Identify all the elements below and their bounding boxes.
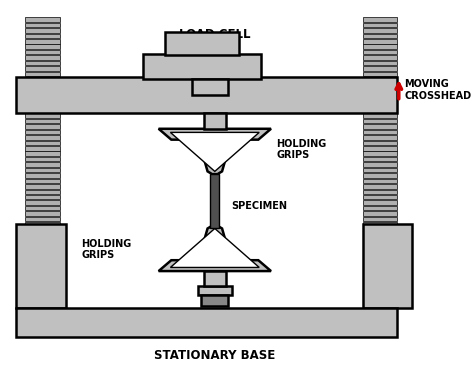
Text: HOLDING
GRIPS: HOLDING GRIPS — [276, 139, 327, 160]
Text: SPECIMEN: SPECIMEN — [231, 201, 287, 211]
Bar — [26, 146, 60, 150]
Bar — [26, 72, 60, 76]
Bar — [363, 28, 397, 33]
Polygon shape — [159, 226, 271, 271]
Text: LOAD CELL: LOAD CELL — [179, 28, 251, 41]
Bar — [363, 195, 397, 199]
Bar — [363, 44, 397, 49]
Bar — [26, 55, 60, 60]
Bar — [16, 308, 397, 337]
Bar — [26, 66, 60, 71]
Text: HOLDING
GRIPS: HOLDING GRIPS — [82, 238, 132, 260]
Bar — [26, 222, 60, 227]
Bar — [363, 168, 397, 172]
Bar — [204, 113, 226, 129]
Bar — [363, 23, 397, 27]
Bar — [26, 157, 60, 161]
Text: STATIONARY BASE: STATIONARY BASE — [154, 349, 275, 362]
Bar — [26, 61, 60, 65]
Bar — [363, 173, 397, 178]
Bar — [26, 44, 60, 49]
Bar — [363, 224, 412, 308]
Bar — [363, 217, 397, 221]
Bar — [26, 179, 60, 183]
Bar — [26, 141, 60, 145]
Bar — [363, 200, 397, 205]
Bar — [204, 271, 226, 285]
Bar — [363, 119, 397, 123]
Bar — [26, 124, 60, 129]
Bar — [363, 179, 397, 183]
Bar — [143, 53, 261, 79]
Bar — [192, 79, 228, 95]
Bar — [363, 211, 397, 216]
Bar — [26, 200, 60, 205]
Bar — [363, 184, 397, 189]
Bar — [363, 61, 397, 65]
Bar — [363, 152, 397, 156]
Bar — [26, 211, 60, 216]
Bar — [363, 135, 397, 139]
Bar — [26, 162, 60, 167]
Bar — [26, 152, 60, 156]
Bar — [26, 39, 60, 44]
Bar — [363, 55, 397, 60]
Bar — [363, 113, 397, 118]
Text: MOVING
CROSSHEAD: MOVING CROSSHEAD — [404, 79, 471, 100]
Bar — [363, 72, 397, 76]
Polygon shape — [159, 129, 271, 174]
Bar — [26, 28, 60, 33]
Bar — [363, 17, 397, 22]
Bar — [26, 173, 60, 178]
Bar — [26, 190, 60, 194]
Bar — [26, 217, 60, 221]
Bar — [201, 294, 228, 305]
Bar — [363, 190, 397, 194]
Bar — [363, 222, 397, 227]
Bar — [26, 135, 60, 139]
Bar — [363, 50, 397, 55]
Bar — [26, 50, 60, 55]
Bar — [16, 224, 66, 308]
Bar — [16, 77, 397, 113]
Bar — [26, 17, 60, 22]
Bar — [26, 206, 60, 210]
Bar — [363, 206, 397, 210]
Bar — [363, 66, 397, 71]
Bar — [363, 146, 397, 150]
Polygon shape — [170, 132, 259, 171]
Bar — [26, 195, 60, 199]
Bar — [26, 168, 60, 172]
Bar — [210, 174, 219, 229]
Bar — [363, 34, 397, 38]
Bar — [26, 184, 60, 189]
Bar — [26, 23, 60, 27]
Polygon shape — [170, 229, 259, 268]
Bar — [363, 157, 397, 161]
Bar — [26, 34, 60, 38]
Bar — [363, 39, 397, 44]
Bar — [165, 32, 239, 55]
Bar — [363, 162, 397, 167]
Bar — [363, 130, 397, 134]
Bar — [26, 113, 60, 118]
Bar — [363, 141, 397, 145]
Bar — [198, 285, 232, 294]
Bar — [26, 130, 60, 134]
Bar — [363, 124, 397, 129]
Bar — [26, 119, 60, 123]
